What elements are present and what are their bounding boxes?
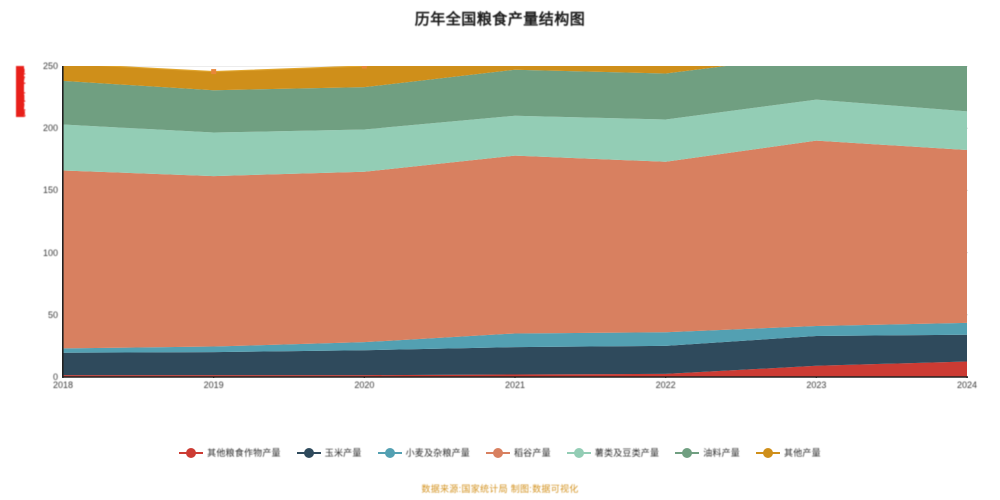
legend-item[interactable]: 稻谷产量	[485, 446, 551, 459]
x-tick-label: 2024	[956, 380, 978, 390]
legend-item-label: 稻谷产量	[513, 448, 551, 458]
y-tick-label: 250	[42, 61, 58, 71]
legend-marker-icon	[485, 447, 510, 458]
legend-marker-icon	[566, 447, 591, 458]
legend-item[interactable]: 小麦及杂粮产量	[377, 446, 470, 459]
data-point-marker	[211, 69, 217, 75]
y-axis-ticks	[62, 66, 63, 378]
area-series	[63, 140, 967, 349]
footer-note: 数据来源:国家统计局 制图:数据可视化	[421, 484, 579, 494]
area-series	[63, 66, 726, 91]
y-tick-label: 0	[52, 372, 58, 382]
y-tick-label: 100	[42, 247, 58, 258]
x-axis-ticks	[62, 377, 968, 378]
legend-item[interactable]: 其他产量	[756, 446, 821, 459]
legend-item[interactable]: 薯类及豆类产量	[566, 446, 660, 459]
chart-title: 历年全国粮食产量结构图	[414, 11, 586, 28]
y-tick-label: 50	[47, 309, 58, 320]
area-series	[63, 99, 967, 177]
y-axis-tick-labels: 0 50 100 150 200 250	[8, 61, 58, 382]
legend-marker-icon	[675, 447, 700, 458]
x-tick-label: 2018	[52, 380, 74, 390]
legend-item-label: 其他产量	[784, 448, 821, 458]
x-tick-label: 2020	[354, 380, 375, 390]
legend-marker-icon	[296, 447, 321, 458]
legend-marker-icon	[756, 447, 781, 458]
legend-item[interactable]: 油料产量	[675, 446, 740, 459]
legend-item-label: 其他粮食作物产量	[207, 448, 281, 458]
area-series	[63, 322, 967, 353]
y-axis-title: 单位:百万吨	[15, 66, 26, 117]
legend-item[interactable]: 其他粮食作物产量	[179, 446, 281, 459]
y-tick-label: 200	[42, 123, 58, 134]
stacked-area-svg	[62, 66, 968, 378]
area-layers	[63, 66, 967, 377]
x-tick-label: 2022	[655, 380, 676, 390]
plot-area	[62, 66, 968, 378]
legend-marker-icon	[377, 447, 402, 458]
x-tick-label: 2023	[806, 380, 827, 390]
x-axis-tick-labels: 2018 2019 2020 2021 2022 2023 2024	[53, 380, 977, 402]
legend-marker-icon	[179, 447, 204, 458]
top-line-markers	[62, 66, 369, 75]
area-series	[63, 334, 967, 376]
legend-item[interactable]: 玉米产量	[296, 446, 362, 459]
y-tick-label: 150	[42, 185, 58, 196]
legend-item-label: 油料产量	[703, 448, 741, 458]
chart-legend: 其他粮食作物产量 玉米产量 小麦及杂粮产量 稻谷产量 薯类及豆类产量 油料产量 其他产量	[0, 446, 1000, 459]
x-tick-label: 2021	[504, 380, 526, 390]
data-point-marker	[361, 66, 367, 69]
area-series	[63, 361, 967, 377]
legend-item-label: 薯类及豆类产量	[594, 448, 660, 458]
x-tick-label: 2019	[203, 380, 224, 390]
area-series	[63, 66, 967, 133]
legend-item-label: 玉米产量	[324, 448, 362, 458]
legend-item-label: 小麦及杂粮产量	[405, 448, 470, 458]
